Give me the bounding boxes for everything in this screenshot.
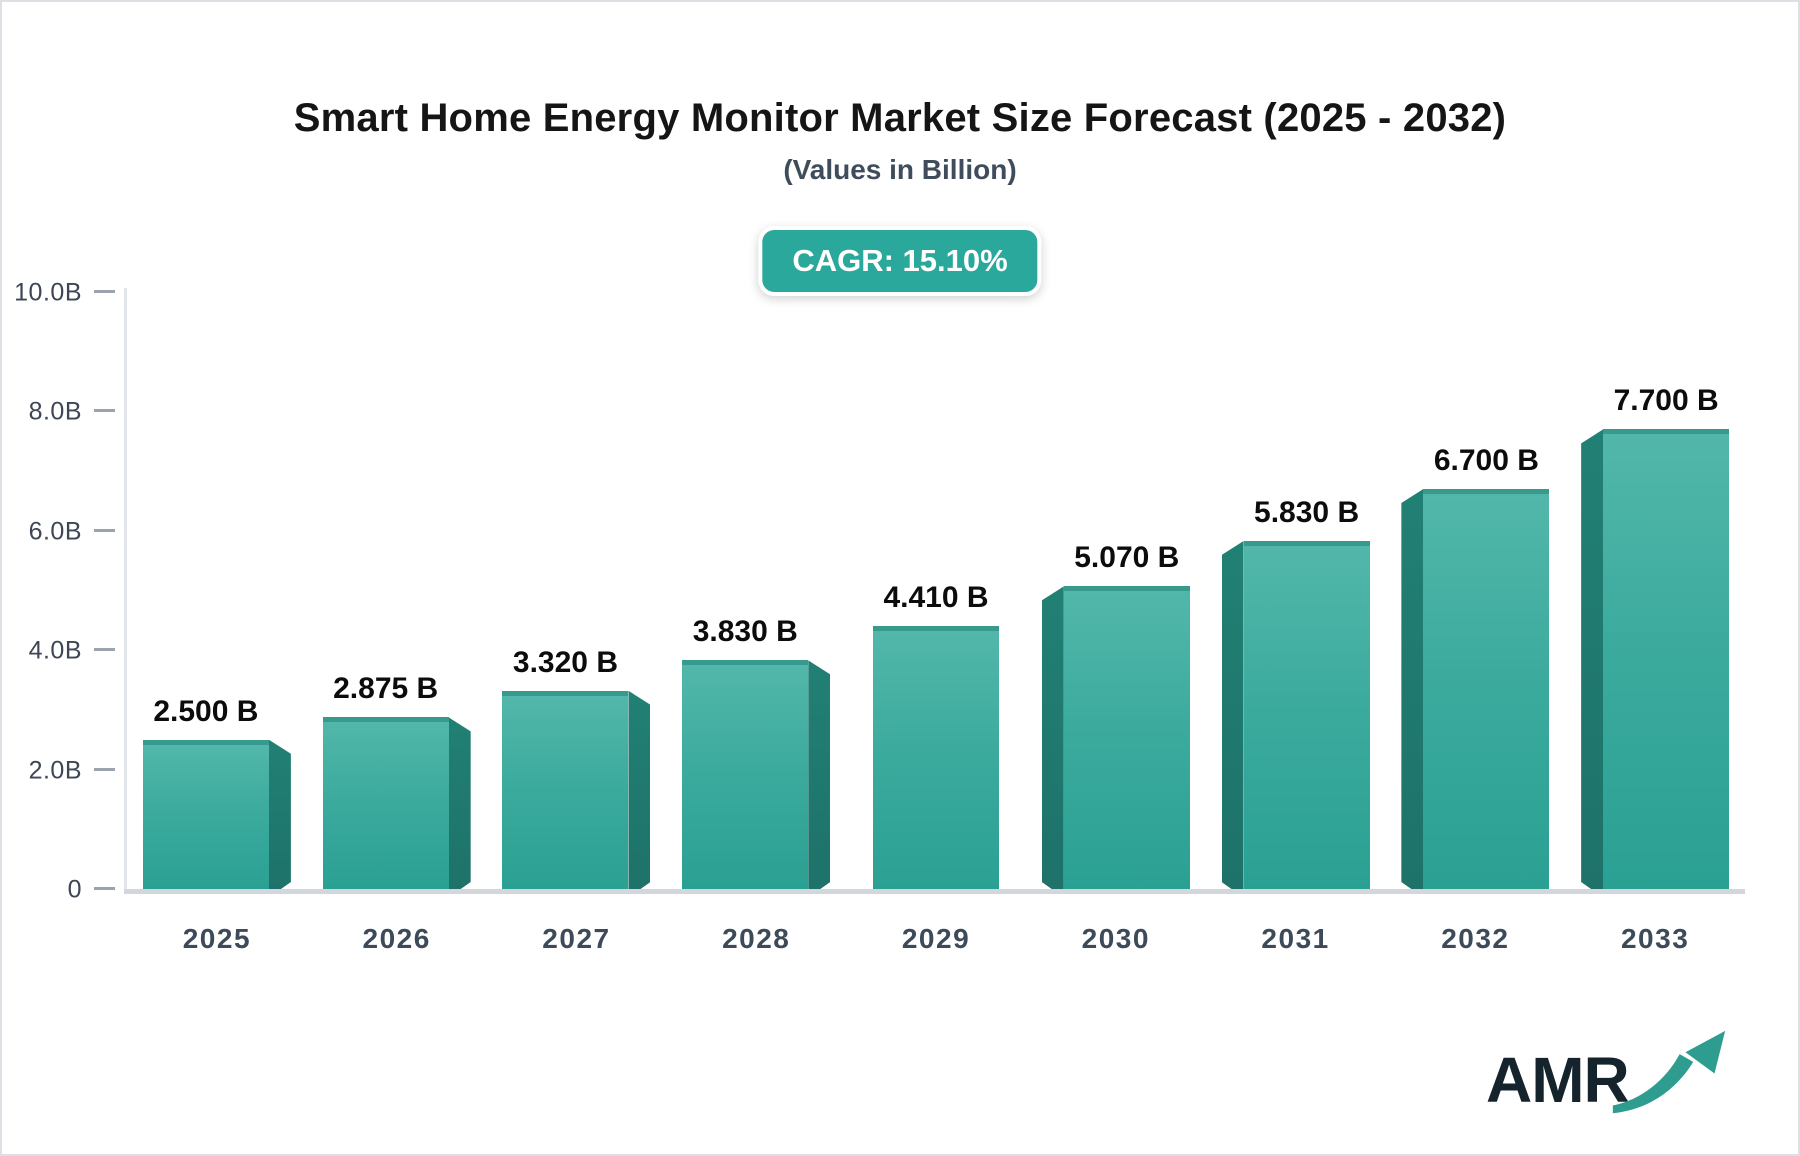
y-tick-mark (94, 409, 115, 413)
bar-slot: 3.320 B 2027 (487, 292, 667, 954)
x-tick-label: 2030 (1081, 923, 1150, 954)
bar-front-face (873, 625, 1000, 889)
bar-slot: 2.500 B 2025 (127, 292, 307, 954)
bar-value-label: 2.875 B (333, 672, 439, 706)
bar-slot: 6.700 B 2032 (1385, 292, 1565, 954)
bar-side-face (1222, 541, 1244, 889)
bar-side-face (1581, 429, 1603, 889)
plot-area: 10.0B 8.0B 6.0B 4.0B 2.0B 0 2.500 B 2025 2.875 … (14, 279, 1745, 954)
x-tick-label: 2033 (1620, 923, 1690, 954)
y-tick-mark (94, 887, 115, 890)
bar-side-face (449, 717, 471, 889)
trend-up-arrow-icon (1612, 1030, 1726, 1114)
y-tick-label: 10.0B (14, 278, 82, 307)
chart-subtitle: (Values in Billion) (783, 154, 1017, 185)
bar-front-face (502, 690, 629, 889)
bar-3d (1581, 429, 1730, 889)
bar-slot: 2.875 B 2026 (307, 292, 487, 954)
y-tick-mark (94, 648, 115, 652)
y-tick-mark (94, 290, 115, 293)
y-tick-mark (94, 528, 115, 532)
chart-title: Smart Home Energy Monitor Market Size Fo… (293, 96, 1507, 140)
bar-3d (1401, 489, 1550, 889)
bar-value-label: 6.700 B (1433, 444, 1539, 478)
bar-side-face (1042, 586, 1064, 889)
bar-value-label: 2.500 B (153, 694, 259, 728)
bar-3d (142, 739, 291, 889)
bar-value-label: 5.070 B (1074, 541, 1180, 575)
bar-slots: 2.500 B 2025 2.875 B 2026 3.320 B 2027 3.830 B… (127, 292, 1745, 954)
x-tick-label: 2031 (1261, 923, 1330, 954)
bar-front-face (1423, 489, 1550, 889)
bar-front-face (142, 739, 269, 889)
bar-3d (502, 690, 650, 889)
x-tick-label: 2027 (542, 923, 611, 954)
y-tick-label: 0 (67, 875, 82, 904)
x-tick-label: 2025 (182, 923, 252, 954)
bar-value-label: 3.320 B (512, 645, 618, 679)
bar-3d (322, 717, 471, 889)
bar-slot: 5.830 B 2031 (1206, 292, 1386, 954)
bar-value-label: 7.700 B (1613, 384, 1719, 418)
bar-value-label: 4.410 B (883, 580, 989, 614)
x-tick-label: 2028 (722, 923, 791, 954)
bar-front-face (1063, 586, 1190, 889)
bar-side-face (269, 740, 291, 889)
amr-logo-text: AMR (1486, 1044, 1630, 1116)
bar-side-face (628, 691, 650, 889)
x-tick-label: 2032 (1441, 923, 1510, 954)
bar-3d (873, 625, 1000, 889)
bar-slot: 7.700 B 2033 (1565, 292, 1745, 954)
bar-3d (1222, 540, 1370, 889)
bar-side-face (808, 660, 830, 889)
bar-3d (682, 660, 830, 889)
y-tick-label: 4.0B (28, 636, 82, 665)
x-tick-label: 2029 (901, 923, 971, 954)
bar-value-label: 5.830 B (1254, 495, 1360, 529)
bar-front-face (682, 660, 809, 889)
bar-slot: 5.070 B 2030 (1026, 292, 1206, 954)
y-axis-line (124, 288, 127, 889)
y-tick-mark (94, 767, 115, 771)
bar-front-face (322, 717, 449, 889)
bar-front-face (1243, 540, 1370, 889)
bar-side-face (1401, 489, 1423, 889)
bar-slot: 3.830 B 2028 (666, 292, 846, 954)
y-tick-label: 2.0B (28, 756, 82, 785)
bar-slot: 4.410 B 2029 (846, 292, 1026, 954)
cagr-badge: CAGR: 15.10% (758, 226, 1042, 296)
x-axis-baseline (124, 889, 1745, 894)
amr-logo: AMR (1486, 1030, 1736, 1114)
x-tick-label: 2026 (362, 923, 431, 954)
bar-value-label: 3.830 B (692, 615, 798, 649)
y-tick-label: 6.0B (28, 517, 82, 546)
bar-3d (1042, 586, 1190, 889)
bar-front-face (1603, 429, 1730, 889)
y-tick-label: 8.0B (28, 397, 82, 426)
